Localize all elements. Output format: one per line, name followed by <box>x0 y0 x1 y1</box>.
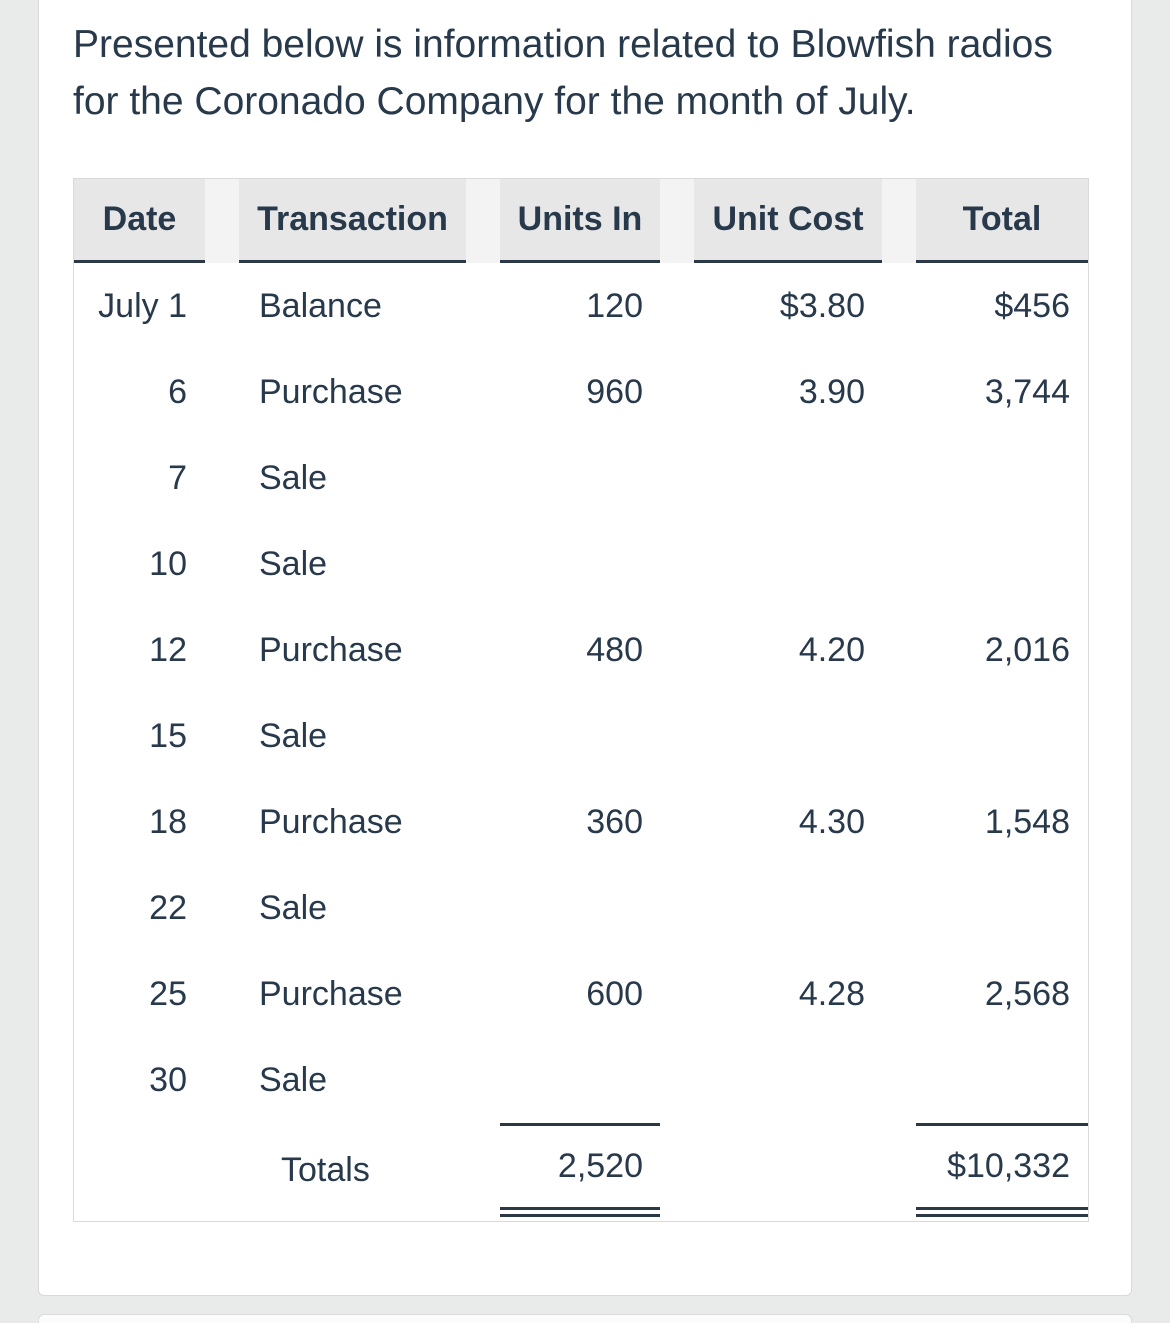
cell-total: 1,548 <box>984 802 1070 841</box>
table-row: 12 Purchase 480 4.20 2,016 <box>74 607 1088 693</box>
cell-transaction: Purchase <box>259 974 403 1013</box>
cell-unit-cost: 3.90 <box>798 372 865 411</box>
cell-total <box>916 435 1088 521</box>
cell-transaction: Sale <box>259 888 328 927</box>
table-row: 22 Sale <box>74 865 1088 951</box>
cell-date: 30 <box>149 1060 187 1099</box>
cell-unit-cost: 4.30 <box>798 802 865 841</box>
cell-units-in: 480 <box>586 630 643 669</box>
cell-units-in <box>500 1037 660 1123</box>
cell-units-in <box>500 693 660 779</box>
cell-transaction: Sale <box>259 458 328 497</box>
cell-transaction: Sale <box>259 716 328 755</box>
table-row: 6 Purchase 960 3.90 3,744 <box>74 349 1088 435</box>
cell-transaction: Sale <box>259 1060 328 1099</box>
cell-date: 7 <box>168 458 187 497</box>
totals-units-in-value: 2,520 <box>500 1123 660 1217</box>
cell-date: 15 <box>149 716 187 755</box>
cell-unit-cost: 4.28 <box>798 974 865 1013</box>
cell-unit-cost <box>694 435 882 521</box>
cell-units-in: 600 <box>586 974 643 1013</box>
cell-total <box>916 865 1088 951</box>
cell-date: July 1 <box>98 286 187 325</box>
cell-date: 18 <box>149 802 187 841</box>
table-row: 18 Purchase 360 4.30 1,548 <box>74 779 1088 865</box>
cell-units-in: 120 <box>586 286 643 325</box>
next-card-edge <box>38 1314 1132 1323</box>
col-header-total: Total <box>916 179 1088 263</box>
col-header-unit-cost: Unit Cost <box>694 179 882 263</box>
cell-transaction: Purchase <box>259 630 403 669</box>
table-row: 25 Purchase 600 4.28 2,568 <box>74 951 1088 1037</box>
cell-units-in <box>500 521 660 607</box>
cell-units-in: 960 <box>586 372 643 411</box>
table-row: 7 Sale <box>74 435 1088 521</box>
cell-transaction: Balance <box>259 286 382 325</box>
inventory-table: Date Transaction Units In Unit Cost Tota… <box>73 178 1089 1222</box>
totals-total-value: $10,332 <box>916 1123 1088 1217</box>
cell-unit-cost <box>694 1037 882 1123</box>
cell-total <box>916 1037 1088 1123</box>
cell-unit-cost: 4.20 <box>798 630 865 669</box>
cell-date: 22 <box>149 888 187 927</box>
cell-date: 25 <box>149 974 187 1013</box>
totals-label: Totals <box>281 1150 370 1189</box>
cell-unit-cost: $3.80 <box>779 286 865 325</box>
cell-total: $456 <box>994 286 1070 325</box>
cell-total <box>916 693 1088 779</box>
cell-unit-cost <box>694 865 882 951</box>
table-row: 30 Sale <box>74 1037 1088 1123</box>
cell-transaction: Purchase <box>259 802 403 841</box>
table-header-row: Date Transaction Units In Unit Cost Tota… <box>74 179 1088 263</box>
cell-total: 2,568 <box>984 974 1070 1013</box>
cell-total: 3,744 <box>984 372 1070 411</box>
col-header-transaction: Transaction <box>239 179 466 263</box>
cell-units-in <box>500 865 660 951</box>
col-header-date: Date <box>74 179 205 263</box>
totals-empty-date <box>74 1123 205 1217</box>
table-row: 10 Sale <box>74 521 1088 607</box>
cell-unit-cost <box>694 693 882 779</box>
col-header-units-in: Units In <box>500 179 660 263</box>
cell-date: 10 <box>149 544 187 583</box>
cell-transaction: Purchase <box>259 372 403 411</box>
cell-date: 12 <box>149 630 187 669</box>
table-row: July 1 Balance 120 $3.80 $456 <box>74 263 1088 349</box>
totals-row: Totals 2,520 $10,332 <box>74 1123 1088 1217</box>
cell-transaction: Sale <box>259 544 328 583</box>
cell-total <box>916 521 1088 607</box>
cell-total: 2,016 <box>984 630 1070 669</box>
cell-date: 6 <box>168 372 187 411</box>
content-card: Presented below is information related t… <box>38 0 1132 1296</box>
totals-empty-unit-cost <box>694 1123 882 1217</box>
table-row: 15 Sale <box>74 693 1088 779</box>
cell-units-in: 360 <box>586 802 643 841</box>
cell-units-in <box>500 435 660 521</box>
problem-statement: Presented below is information related t… <box>73 23 1053 123</box>
cell-unit-cost <box>694 521 882 607</box>
